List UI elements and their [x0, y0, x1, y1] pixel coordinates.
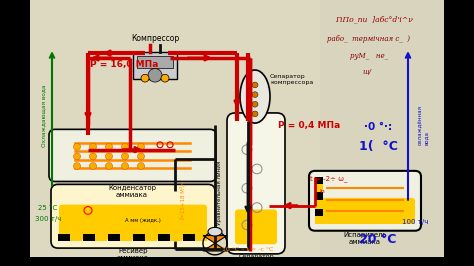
Text: Охлаждающая вода: Охлаждающая вода — [42, 85, 46, 147]
Text: ш/: ш/ — [363, 68, 372, 76]
Text: Сепаратор
компрессора: Сепаратор компрессора — [270, 74, 313, 85]
Circle shape — [137, 153, 145, 160]
Circle shape — [137, 163, 145, 169]
Text: Дроссель: Дроссель — [198, 261, 232, 266]
Text: 20 °С: 20 °С — [359, 233, 397, 246]
Circle shape — [137, 143, 145, 150]
Text: Ресивер
аммиака: Ресивер аммиака — [117, 248, 149, 261]
Bar — [137, 56, 173, 68]
Text: руМ_   не_: руМ_ не_ — [350, 52, 388, 60]
Bar — [133, 234, 145, 241]
Bar — [315, 192, 323, 200]
Text: ГіПо_пи  ]абс°d'і^ν: ГіПо_пи ]абс°d'і^ν — [335, 15, 413, 23]
Text: 1(  °С: 1( °С — [358, 140, 397, 153]
Circle shape — [141, 74, 149, 82]
Text: Компрессор: Компрессор — [131, 34, 179, 43]
Text: Конденсатор
аммиака: Конденсатор аммиака — [108, 185, 156, 198]
Bar — [83, 234, 95, 241]
FancyBboxPatch shape — [59, 205, 207, 239]
Bar — [320, 0, 444, 257]
Bar — [170, 234, 182, 241]
Circle shape — [252, 111, 258, 117]
Bar — [133, 52, 177, 79]
Bar — [58, 234, 70, 241]
Circle shape — [252, 101, 258, 107]
Bar — [0, 0, 30, 257]
Text: Уравнительная линия: Уравнительная линия — [218, 161, 222, 225]
Bar — [120, 234, 132, 241]
FancyBboxPatch shape — [49, 129, 216, 181]
Ellipse shape — [208, 227, 222, 236]
Circle shape — [252, 92, 258, 98]
Text: охлаждённая
вода: охлаждённая вода — [418, 106, 429, 146]
Circle shape — [252, 82, 258, 88]
FancyBboxPatch shape — [227, 113, 285, 254]
Text: Испаритель
аммиака: Испаритель аммиака — [343, 232, 387, 245]
Text: ·0 °·:: ·0 °·: — [364, 122, 392, 132]
Circle shape — [161, 74, 169, 82]
Circle shape — [90, 153, 97, 160]
Circle shape — [73, 163, 81, 169]
Text: ℓ=15÷18 М³/ч: ℓ=15÷18 М³/ч — [180, 181, 186, 221]
Bar — [195, 234, 207, 241]
Bar — [315, 177, 323, 184]
Polygon shape — [203, 235, 227, 243]
Bar — [444, 0, 474, 257]
Bar — [70, 234, 82, 241]
Text: А мм (жидк.): А мм (жидк.) — [125, 218, 161, 223]
Text: Р = 0,4 МПа: Р = 0,4 МПа — [278, 121, 340, 130]
Text: Сепаратор
испарителя: Сепаратор испарителя — [237, 254, 275, 265]
Text: 300 т/ч: 300 т/ч — [35, 216, 61, 222]
Ellipse shape — [240, 70, 270, 123]
Bar — [30, 0, 320, 257]
Text: t = -2÷ ω_: t = -2÷ ω_ — [310, 175, 347, 182]
Circle shape — [121, 153, 128, 160]
Bar — [145, 234, 157, 241]
Bar — [315, 201, 323, 209]
Circle shape — [148, 69, 162, 82]
Circle shape — [121, 143, 128, 150]
Circle shape — [73, 153, 81, 160]
FancyBboxPatch shape — [235, 210, 277, 244]
Bar — [158, 234, 170, 241]
Circle shape — [73, 143, 81, 150]
Circle shape — [121, 163, 128, 169]
Circle shape — [106, 153, 112, 160]
Text: Р = 16,0 МПа: Р = 16,0 МПа — [90, 60, 158, 69]
Circle shape — [90, 143, 97, 150]
Text: рабо_  термічная с_  ): рабо_ термічная с_ ) — [327, 35, 410, 43]
Bar — [315, 216, 323, 224]
Bar — [108, 234, 120, 241]
Bar — [95, 234, 107, 241]
Text: 10 °С – t = -с °С: 10 °С – t = -с °С — [222, 247, 273, 252]
Bar — [315, 184, 323, 192]
Text: 100 т/ч: 100 т/ч — [402, 219, 428, 225]
Text: 25 °С: 25 °С — [38, 205, 58, 211]
Circle shape — [106, 143, 112, 150]
Bar — [315, 209, 323, 216]
Circle shape — [90, 163, 97, 169]
FancyBboxPatch shape — [315, 198, 415, 224]
FancyBboxPatch shape — [51, 184, 215, 248]
Circle shape — [106, 163, 112, 169]
FancyBboxPatch shape — [309, 171, 421, 231]
Text: ln: ln — [319, 189, 325, 194]
Polygon shape — [203, 243, 227, 251]
Bar — [183, 234, 195, 241]
